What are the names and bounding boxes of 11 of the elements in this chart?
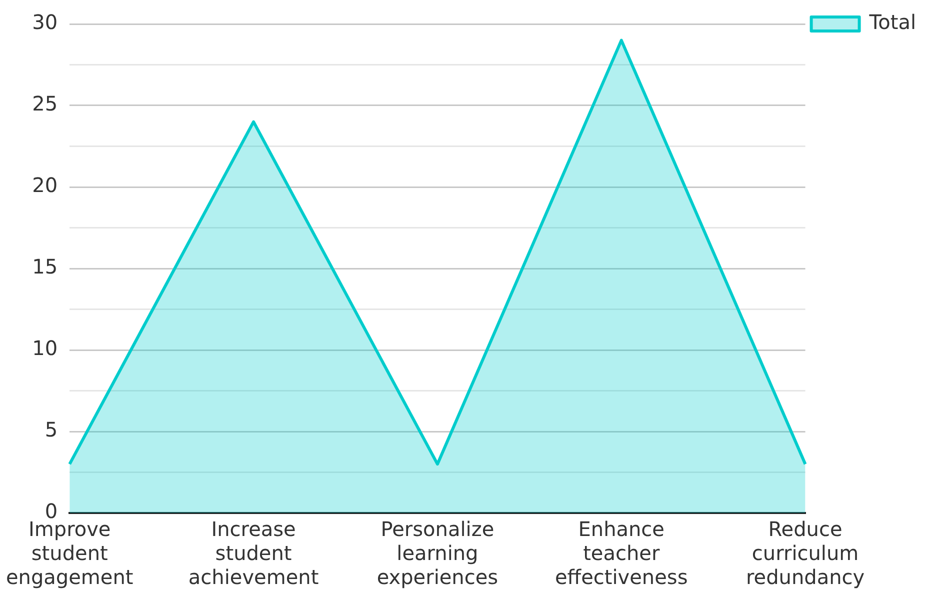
x-tick-label: Increase student achievement — [188, 517, 319, 590]
y-tick-label: 15 — [32, 254, 58, 279]
y-tick-label: 20 — [32, 173, 58, 198]
y-tick-label: 30 — [32, 10, 58, 34]
y-tick-label: 25 — [32, 92, 58, 116]
x-tick-label: Reduce curriculum redundancy — [746, 517, 865, 590]
y-tick-label: 5 — [44, 418, 58, 442]
legend-label: Total — [868, 10, 916, 34]
x-tick-label: Enhance teacher effectiveness — [555, 517, 688, 590]
y-tick-label: 10 — [32, 336, 58, 360]
x-tick-label: Personalize learning experiences — [376, 517, 498, 590]
